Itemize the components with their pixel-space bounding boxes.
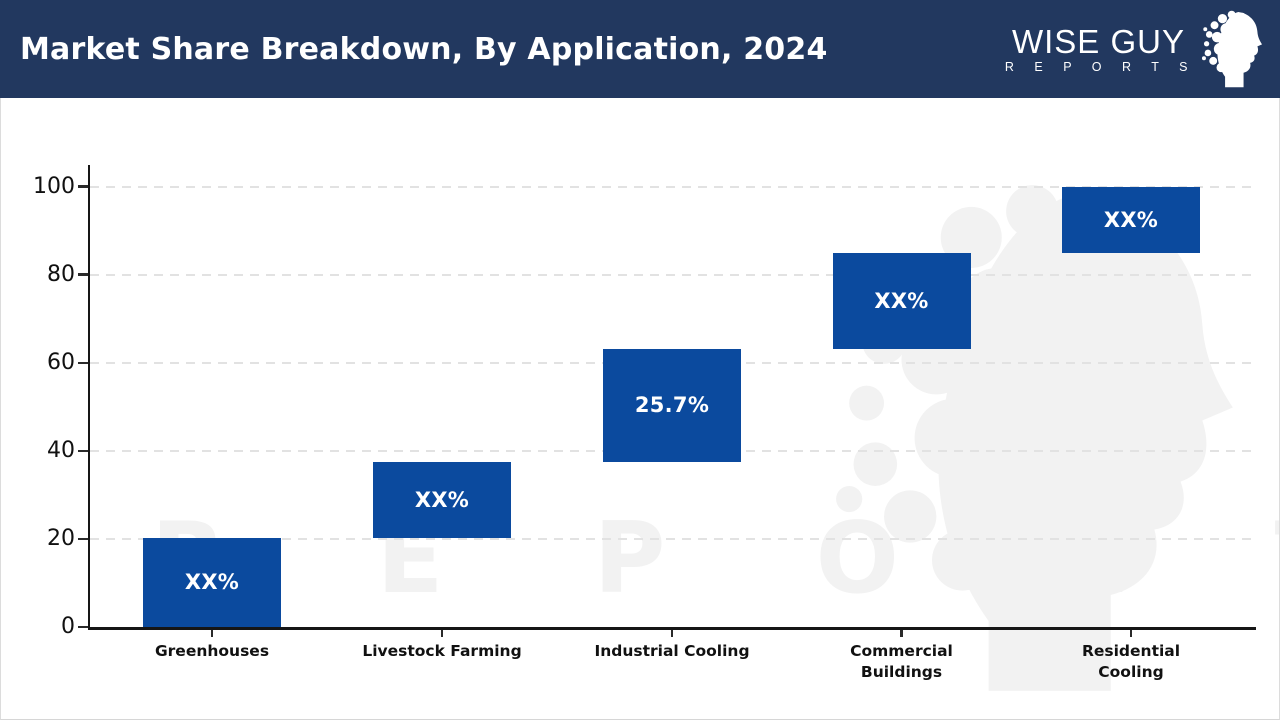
gridline-100: [90, 185, 1256, 188]
x-axis-line: [88, 627, 1256, 630]
x-tick-mark-0: [210, 629, 214, 637]
logo-wordmark: WISE GUY: [1011, 22, 1185, 60]
y-tick-label-0: 0: [61, 614, 75, 639]
x-tick-label-2: Industrial Cooling: [594, 642, 750, 660]
gridline-20: [90, 537, 1256, 540]
logo-text: WISE GUY R E P O R T S: [1001, 25, 1196, 74]
watermark-face-icon: [823, 176, 1259, 700]
bar-livestock-farming: XX%: [373, 461, 511, 538]
x-tick-label-0: Greenhouses: [154, 642, 270, 660]
bar-value-label: 25.7%: [634, 393, 710, 418]
y-tick-mark-20: [78, 537, 88, 541]
x-tick-label-4: Residential Cooling: [1081, 642, 1181, 681]
bar-greenhouses: XX%: [143, 537, 281, 627]
bar-commercial-buildings: XX%: [832, 253, 971, 349]
page-title: Market Share Breakdown, By Application, …: [20, 31, 828, 67]
y-tick-label-60: 60: [47, 349, 75, 375]
y-tick-mark-60: [78, 361, 88, 364]
y-tick-label-40: 40: [47, 437, 75, 463]
y-tick-mark-40: [78, 449, 88, 452]
y-tick-label-100: 100: [33, 173, 75, 199]
y-tick-label-80: 80: [47, 261, 75, 287]
bar-value-label: XX%: [414, 487, 470, 512]
header: Market Share Breakdown, By Application, …: [0, 0, 1280, 98]
y-tick-label-20: 20: [47, 525, 75, 551]
x-tick-label-1: Livestock Farming: [362, 642, 522, 660]
y-tick-mark-80: [78, 273, 88, 276]
chart-area: WISE GUY R E P O R T S 020406080100XX%XX…: [0, 98, 1280, 720]
bar-residential-cooling: XX%: [1062, 186, 1200, 253]
x-tick-mark-2: [670, 629, 674, 637]
y-tick-mark-100: [78, 185, 88, 188]
x-tick-mark-3: [900, 629, 903, 637]
y-axis-line: [88, 165, 90, 630]
gridline-80: [90, 273, 1256, 276]
bar-industrial-cooling: 25.7%: [603, 348, 741, 462]
y-tick-mark-0: [78, 625, 88, 629]
bar-value-label: XX%: [184, 570, 240, 595]
bar-value-label: XX%: [1103, 207, 1159, 232]
wiseguy-logo: WISE GUY R E P O R T S: [1001, 8, 1266, 90]
x-tick-label-3: Commercial Buildings: [850, 642, 953, 681]
watermark-text-1: WISE GUY: [125, 98, 1085, 378]
logo-face-icon: [1200, 8, 1266, 90]
x-tick-mark-1: [440, 629, 444, 637]
bar-value-label: XX%: [874, 288, 929, 313]
logo-subtext: R E P O R T S: [1004, 59, 1196, 74]
x-tick-mark-4: [1129, 629, 1133, 637]
